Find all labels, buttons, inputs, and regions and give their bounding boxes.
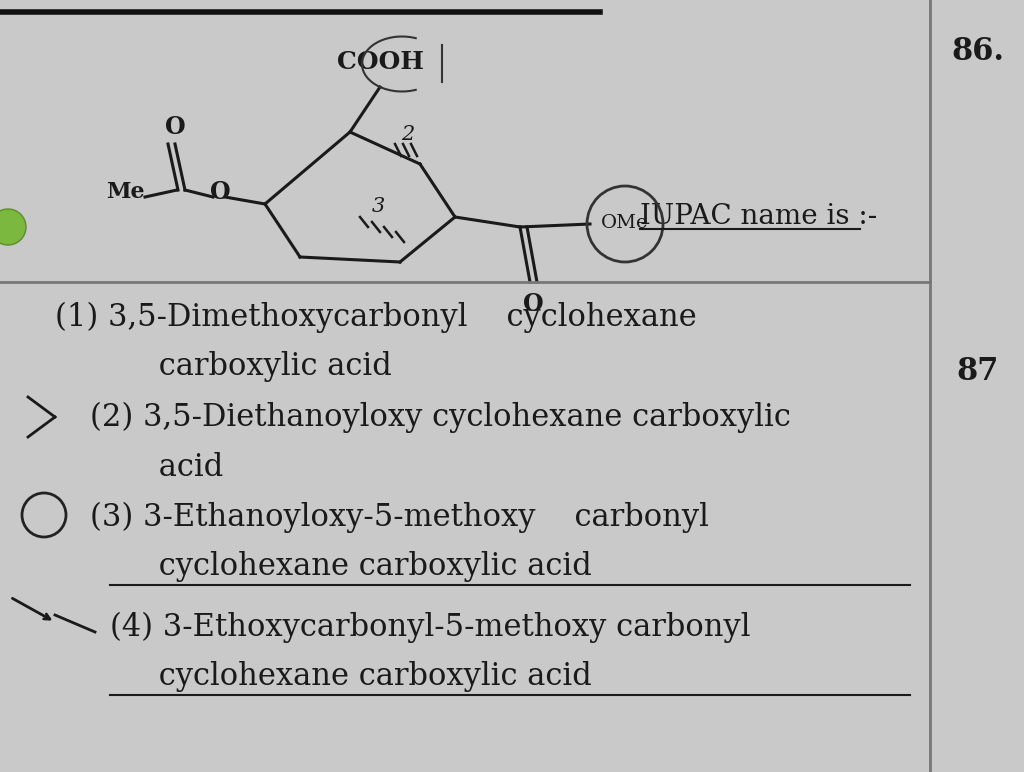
- Text: (3) 3-Ethanoyloxy-5-methoxy    carbonyl: (3) 3-Ethanoyloxy-5-methoxy carbonyl: [90, 501, 709, 533]
- Text: OMe: OMe: [601, 214, 649, 232]
- Text: Me: Me: [105, 181, 144, 203]
- Text: O: O: [210, 180, 230, 204]
- Text: 3: 3: [372, 198, 385, 216]
- Text: (1) 3,5-Dimethoxycarbonyl    cyclohexane: (1) 3,5-Dimethoxycarbonyl cyclohexane: [55, 301, 696, 333]
- Text: acid: acid: [110, 452, 223, 482]
- Text: O: O: [165, 115, 185, 139]
- Text: 86.: 86.: [951, 36, 1005, 67]
- Text: COOH: COOH: [337, 50, 424, 74]
- Text: (2) 3,5-Diethanoyloxy cyclohexane carboxylic: (2) 3,5-Diethanoyloxy cyclohexane carbox…: [90, 401, 791, 432]
- Text: 2: 2: [401, 124, 415, 144]
- Text: O: O: [522, 292, 544, 316]
- Text: 87: 87: [956, 357, 999, 388]
- Text: (4) 3-Ethoxycarbonyl-5-methoxy carbonyl: (4) 3-Ethoxycarbonyl-5-methoxy carbonyl: [110, 611, 751, 642]
- Text: cyclohexane carboxylic acid: cyclohexane carboxylic acid: [110, 551, 592, 583]
- Circle shape: [0, 209, 26, 245]
- Text: cyclohexane carboxylic acid: cyclohexane carboxylic acid: [110, 662, 592, 692]
- Text: carboxylic acid: carboxylic acid: [110, 351, 392, 382]
- Text: IUPAC name is :-: IUPAC name is :-: [640, 204, 878, 231]
